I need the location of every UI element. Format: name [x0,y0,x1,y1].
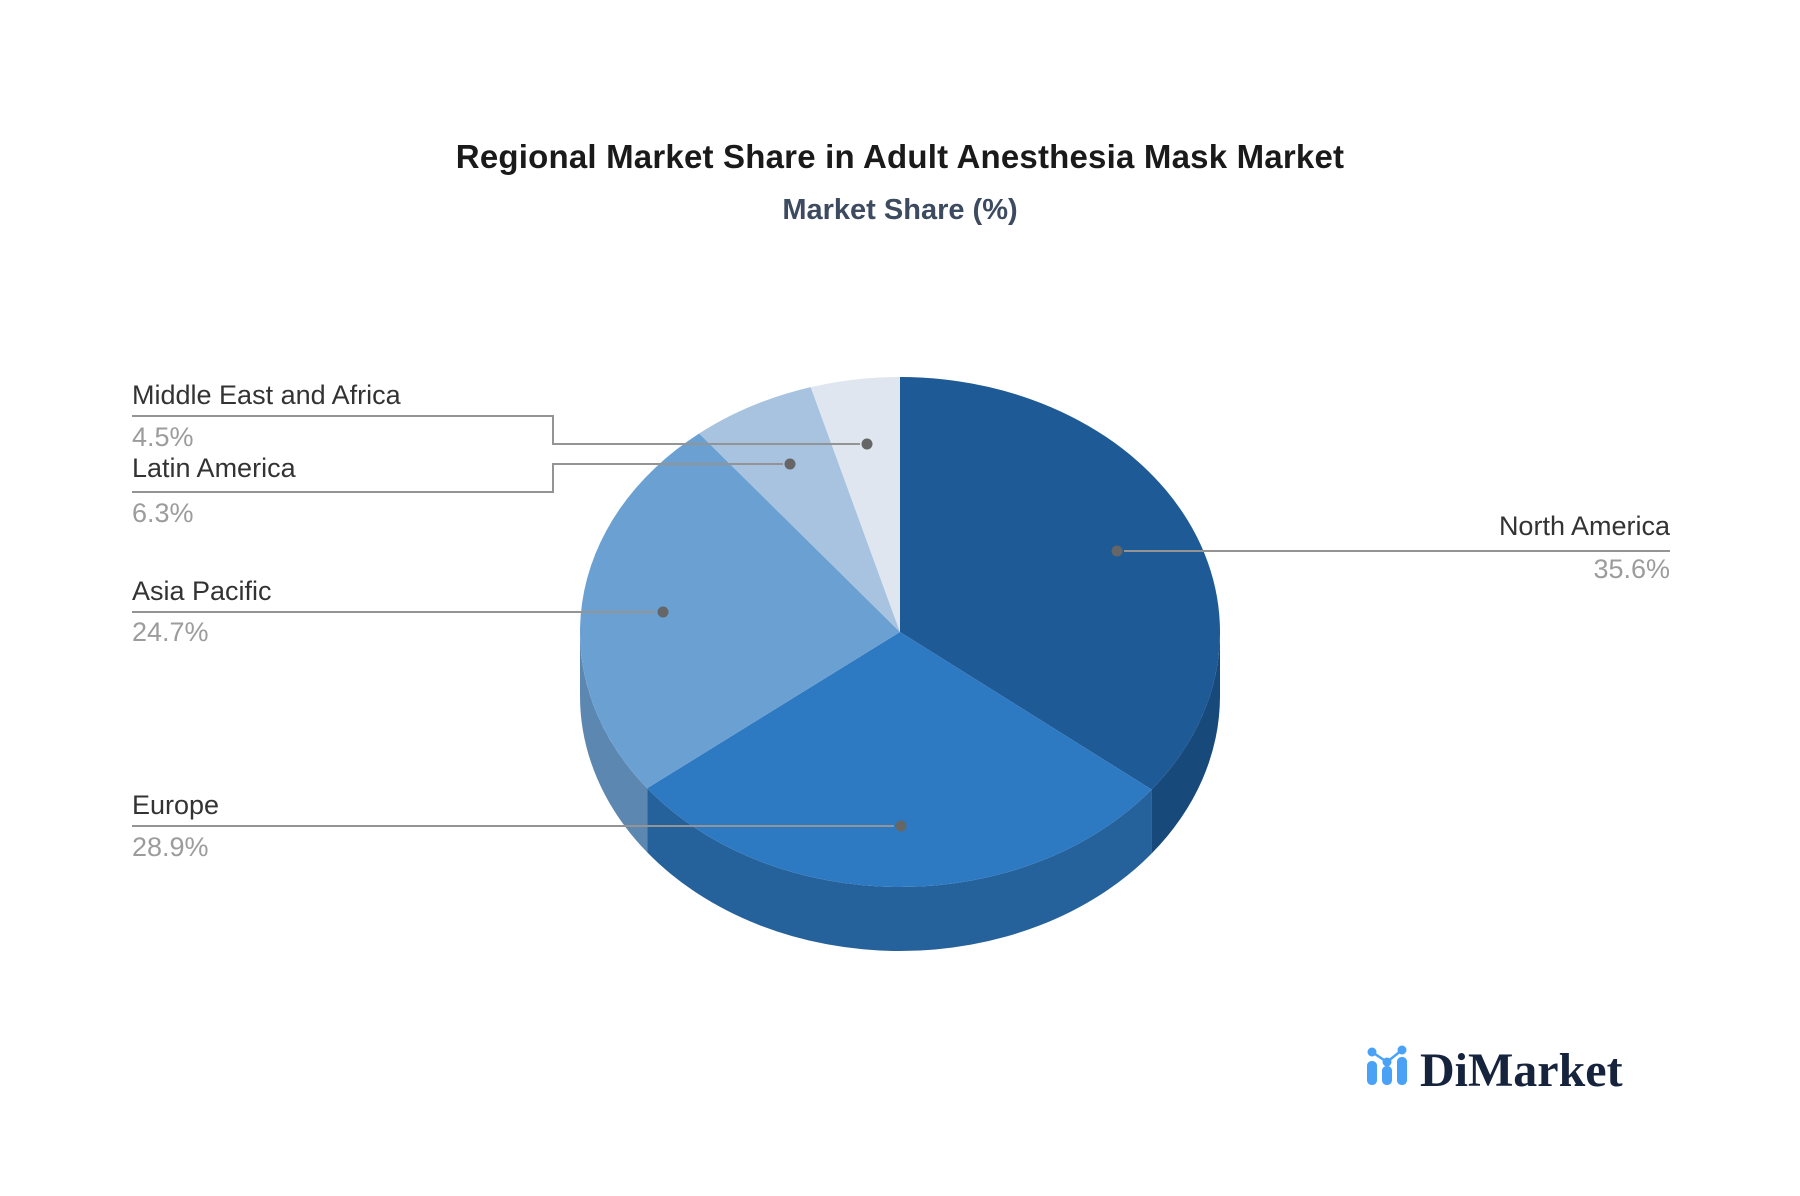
leader-line-latin-america [132,463,783,493]
leader-dot-asia-pacific [657,606,669,618]
leader-dot-europe [895,820,907,832]
leader-dots [657,438,1123,832]
pie-3d-sides [580,632,1220,951]
pie-slice-asia-pacific[interactable] [580,433,900,789]
leader-line-middle-east-and-africa [132,415,860,445]
pie-slice-side-asia-pacific [580,632,648,853]
pie-slice-north-america[interactable] [900,377,1220,790]
pie-slices [580,377,1220,887]
leader-lines [132,415,1670,827]
label-latin-america: Latin America [132,453,296,483]
value-asia-pacific: 24.7% [132,617,209,647]
label-asia-pacific: Asia Pacific [132,576,272,606]
value-north-america: 35.6% [1593,554,1670,584]
label-europe: Europe [132,790,220,820]
leader-dot-latin-america [784,458,796,470]
value-latin-america: 6.3% [132,498,194,528]
brand-name: DiMarket [1420,1044,1623,1097]
leader-dot-north-america [1111,545,1123,557]
leader-dot-middle-east-and-africa [861,438,873,450]
label-middle-east-and-africa: Middle East and Africa [132,380,401,410]
chart-subtitle: Market Share (%) [782,194,1018,226]
brand-logo: DiMarket [1367,1044,1623,1097]
value-middle-east-and-africa: 4.5% [132,422,194,452]
pie-slice-side-europe [647,788,1152,951]
pie-slice-side-north-america [1151,632,1220,854]
bar-chart-logo-icon [1367,1045,1407,1085]
pie-slice-europe[interactable] [647,632,1152,887]
value-europe: 28.9% [132,832,209,862]
chart-title: Regional Market Share in Adult Anesthesi… [455,138,1345,175]
label-north-america: North America [1498,511,1670,541]
pie-slice-middle-east-and-africa[interactable] [810,377,900,632]
pie-slice-latin-america[interactable] [699,387,900,632]
